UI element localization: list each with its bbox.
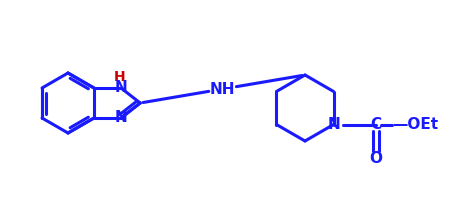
Text: N: N bbox=[115, 81, 127, 96]
Text: NH: NH bbox=[210, 81, 235, 96]
Text: N: N bbox=[115, 111, 127, 126]
Text: H: H bbox=[114, 70, 126, 84]
Text: O: O bbox=[369, 151, 382, 166]
Text: —OEt: —OEt bbox=[393, 117, 439, 132]
Text: C: C bbox=[370, 117, 381, 132]
Text: N: N bbox=[327, 117, 340, 132]
